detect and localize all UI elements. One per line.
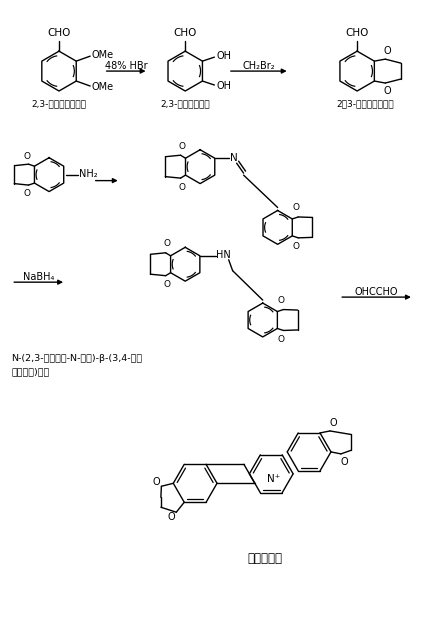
- Text: 2,3-二羥基苯甲醛: 2,3-二羥基苯甲醛: [160, 100, 210, 108]
- Text: 氧基苯基)乙胺: 氧基苯基)乙胺: [12, 367, 50, 376]
- Text: O: O: [293, 204, 300, 213]
- Text: CHO: CHO: [174, 28, 197, 39]
- Text: O: O: [163, 280, 170, 289]
- Text: N: N: [230, 153, 237, 163]
- Text: O: O: [340, 457, 348, 467]
- Text: NH₂: NH₂: [78, 169, 97, 178]
- Text: O: O: [329, 418, 337, 428]
- Text: O: O: [152, 477, 160, 487]
- Text: CHO: CHO: [346, 28, 369, 39]
- Text: O: O: [384, 86, 391, 96]
- Text: O: O: [23, 152, 30, 160]
- Text: OHCCHO: OHCCHO: [355, 287, 398, 297]
- Text: CH₂Br₂: CH₂Br₂: [242, 61, 275, 71]
- Text: OH: OH: [217, 51, 232, 61]
- Text: O: O: [293, 242, 300, 251]
- Text: O: O: [384, 46, 391, 56]
- Text: O: O: [278, 296, 285, 305]
- Text: OMe: OMe: [91, 50, 113, 60]
- Text: O: O: [167, 512, 175, 522]
- Text: NaBH₄: NaBH₄: [23, 272, 54, 282]
- Text: N⁺: N⁺: [267, 474, 280, 484]
- Text: CHO: CHO: [47, 28, 71, 39]
- Text: O: O: [278, 335, 285, 344]
- Text: 48% HBr: 48% HBr: [105, 61, 148, 71]
- Text: O: O: [163, 239, 170, 248]
- Text: HN: HN: [216, 250, 231, 260]
- Text: 鹽酸黃連堿: 鹽酸黃連堿: [247, 553, 282, 566]
- Text: O: O: [178, 182, 185, 191]
- Text: O: O: [23, 189, 30, 198]
- Text: N-(2,3-亚甲氧基-N-苄基)-β-(3,4-亚甲: N-(2,3-亚甲氧基-N-苄基)-β-(3,4-亚甲: [12, 354, 143, 363]
- Text: OMe: OMe: [91, 82, 113, 92]
- Text: 2,3-二甲氧基苯甲醛: 2,3-二甲氧基苯甲醛: [31, 100, 86, 108]
- Text: 2，3-亚甲氧基苯甲醛: 2，3-亚甲氧基苯甲醛: [336, 100, 394, 108]
- Text: OH: OH: [217, 81, 232, 91]
- Text: O: O: [178, 142, 185, 151]
